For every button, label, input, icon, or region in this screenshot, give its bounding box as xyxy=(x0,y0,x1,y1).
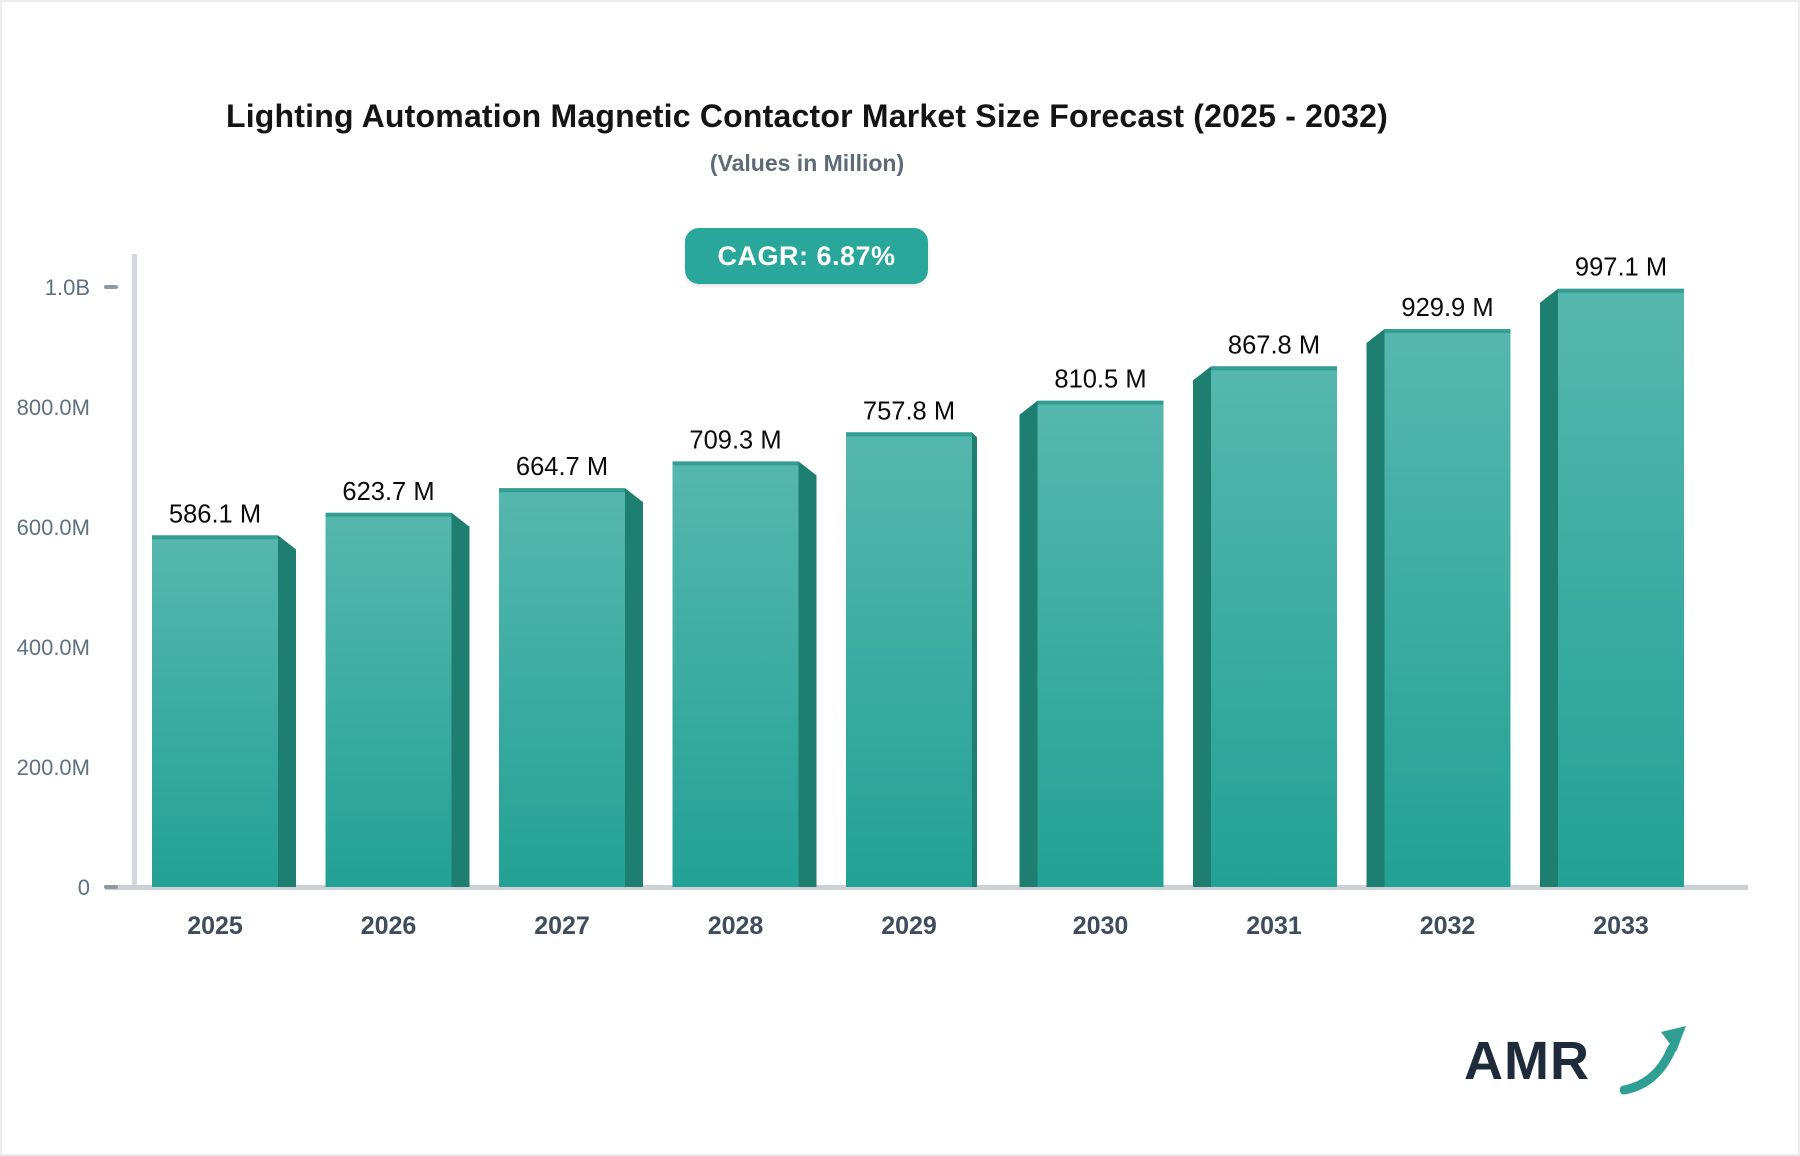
bar-side-face xyxy=(1019,400,1038,887)
bar-2030[interactable] xyxy=(1019,400,1164,887)
bar-2033[interactable] xyxy=(1540,288,1684,887)
bar-top-edge xyxy=(1037,400,1164,405)
growth-arrow-icon xyxy=(1620,1026,1686,1095)
bar-2027[interactable] xyxy=(499,488,643,887)
bar-top-edge xyxy=(672,461,799,466)
bars-layer xyxy=(152,288,1684,887)
amr-logo-text: AMR xyxy=(1464,1031,1590,1091)
bar-front-face xyxy=(1558,288,1684,887)
x-axis-category-label: 2025 xyxy=(187,912,243,940)
bar-top-edge xyxy=(152,535,278,540)
bar-top-edge xyxy=(1384,329,1511,334)
bar-top-edge xyxy=(1558,288,1684,293)
bar-2025[interactable] xyxy=(152,535,296,887)
cagr-badge-label: CAGR: 6.87% xyxy=(717,240,896,271)
bar-side-face xyxy=(972,432,977,887)
bar-front-face xyxy=(1037,400,1164,887)
axes-layer xyxy=(104,254,1748,890)
bar-top-edge xyxy=(1211,366,1337,371)
y-axis-tick xyxy=(104,285,118,289)
x-axis-category-label: 2028 xyxy=(708,912,764,940)
bar-front-face xyxy=(846,432,972,887)
bar-front-face xyxy=(1211,366,1337,887)
bar-value-label: 586.1 M xyxy=(169,500,261,528)
y-axis-tick-label: 200.0M xyxy=(17,755,90,780)
bar-side-face xyxy=(1193,366,1211,887)
bar-value-label: 709.3 M xyxy=(689,426,781,454)
bar-side-face xyxy=(278,535,296,887)
bar-side-face xyxy=(625,488,643,887)
chart-title: Lighting Automation Magnetic Contactor M… xyxy=(225,98,1389,134)
x-axis-category-label: 2030 xyxy=(1073,912,1129,940)
chart-subtitle: (Values in Million) xyxy=(709,150,905,176)
bar-top-edge xyxy=(499,488,625,493)
cagr-badge: CAGR: 6.87% xyxy=(685,228,928,284)
x-axis-line xyxy=(105,885,1748,890)
y-axis-tick xyxy=(104,885,118,889)
x-axis-category-label: 2026 xyxy=(361,912,417,940)
y-axis-tick-label: 0 xyxy=(78,875,90,900)
bar-value-label: 997.1 M xyxy=(1575,254,1667,282)
bar-value-label: 664.7 M xyxy=(516,453,608,481)
y-axis-tick-label: 1.0B xyxy=(45,275,90,300)
x-axis-category-label: 2029 xyxy=(881,912,937,940)
bar-front-face xyxy=(325,512,452,887)
bar-side-face xyxy=(1366,329,1385,887)
bar-side-face xyxy=(1540,288,1558,887)
bar-value-label: 867.8 M xyxy=(1228,331,1320,359)
y-axis-tick-label: 400.0M xyxy=(17,635,90,660)
bar-value-label: 623.7 M xyxy=(342,478,434,506)
bar-top-edge xyxy=(325,512,452,517)
bar-2029[interactable] xyxy=(846,432,977,887)
x-axis-category-label: 2027 xyxy=(534,912,590,940)
y-axis-tick-label: 600.0M xyxy=(17,515,90,540)
bar-value-label: 929.9 M xyxy=(1401,294,1493,322)
bar-top-edge xyxy=(846,432,972,437)
amr-logo: AMR xyxy=(1464,1020,1694,1116)
bar-front-face xyxy=(672,461,799,887)
bar-side-face xyxy=(798,461,817,887)
y-axis-tick-label: 800.0M xyxy=(17,395,90,420)
x-axis-category-label: 2031 xyxy=(1246,912,1302,940)
x-axis-category-label: 2033 xyxy=(1593,912,1649,940)
bar-front-face xyxy=(499,488,625,887)
y-axis-line xyxy=(132,254,137,888)
bar-value-label: 757.8 M xyxy=(863,397,955,425)
bar-2026[interactable] xyxy=(325,512,470,887)
bar-front-face xyxy=(1384,329,1511,887)
bar-2032[interactable] xyxy=(1366,329,1511,887)
labels-layer: 0 200.0M 400.0M 600.0M 800.0M 1.0B 586.1 M 2025… xyxy=(17,254,1667,940)
bar-side-face xyxy=(451,512,470,887)
bar-value-label: 810.5 M xyxy=(1054,366,1146,394)
x-axis-category-label: 2032 xyxy=(1420,912,1476,940)
bar-2028[interactable] xyxy=(672,461,817,887)
bar-front-face xyxy=(152,535,278,887)
bar-2031[interactable] xyxy=(1193,366,1337,887)
